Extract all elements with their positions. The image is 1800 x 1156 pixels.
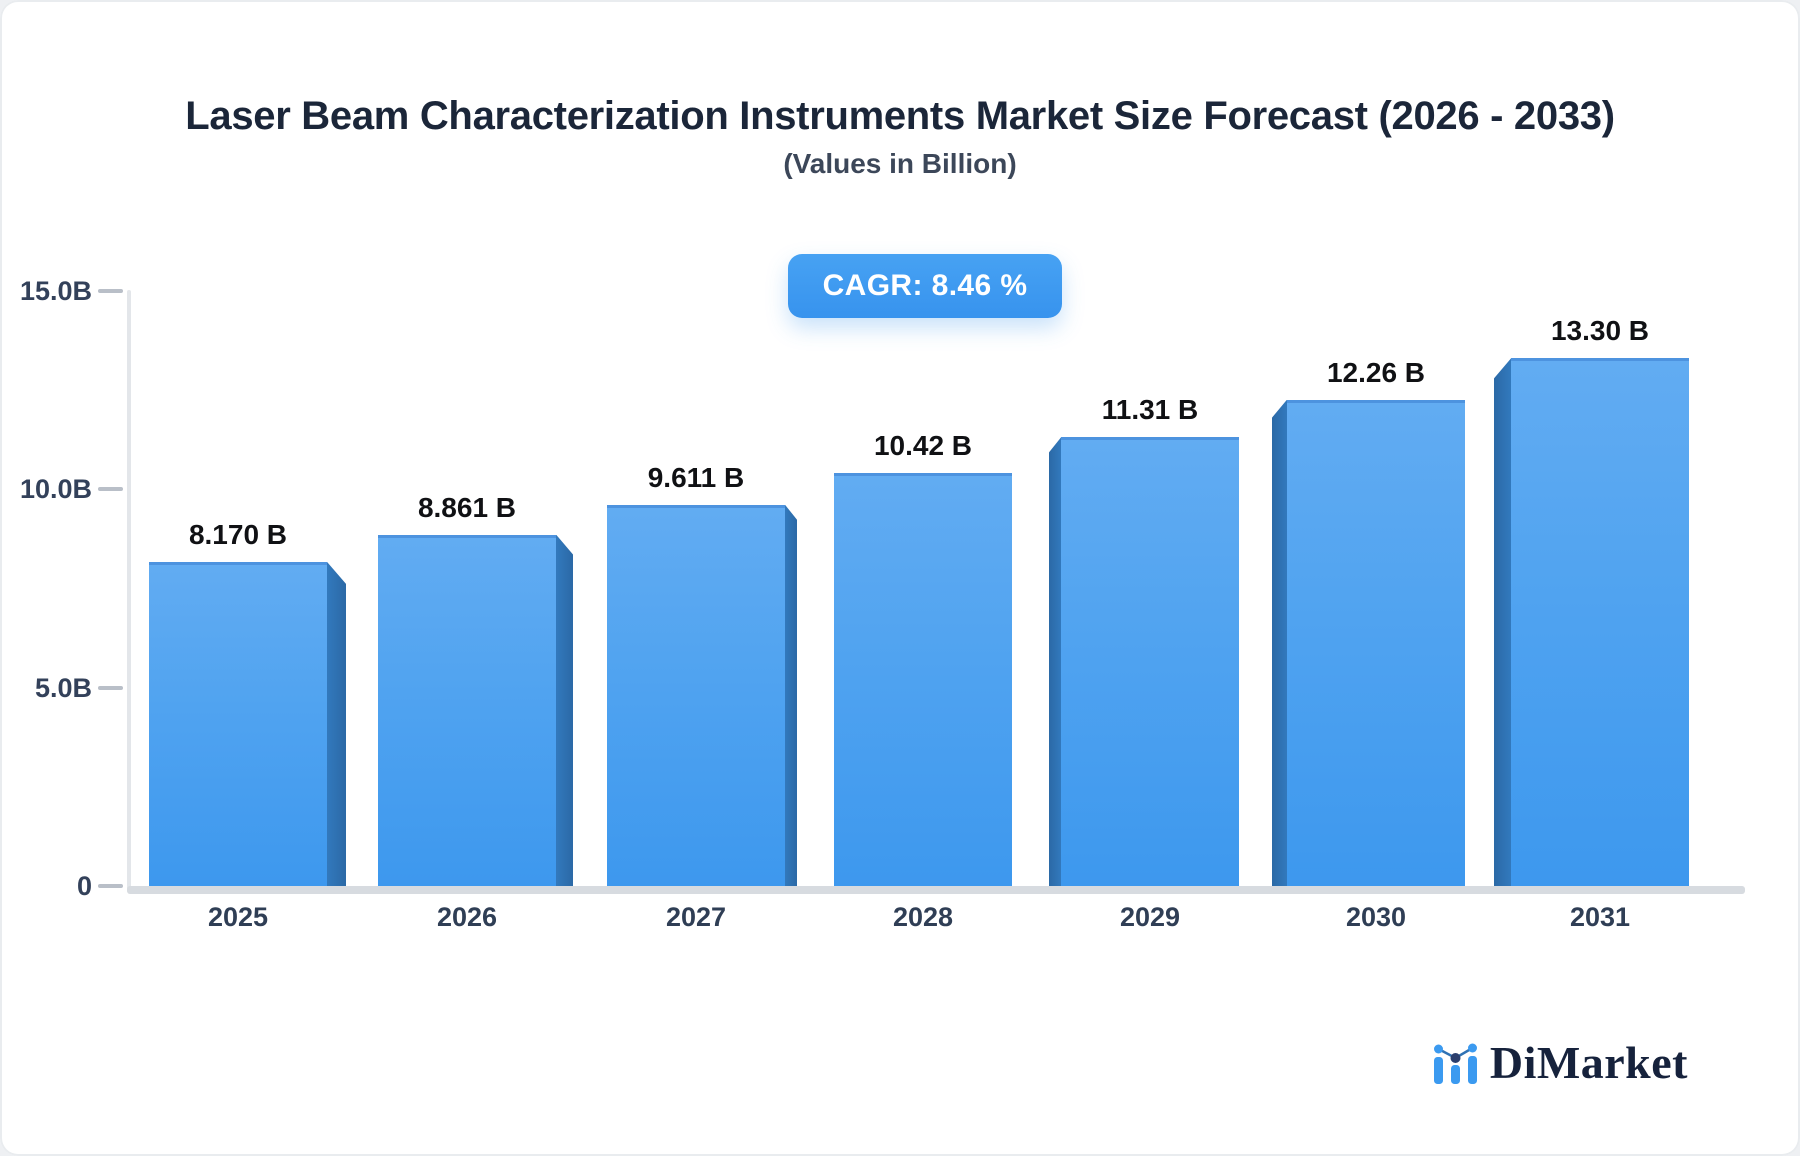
y-axis-tick <box>98 487 123 492</box>
bar-2030[interactable] <box>1287 399 1465 886</box>
bar-side-face-2030 <box>1272 399 1287 886</box>
y-axis-tick <box>98 685 123 690</box>
bar-2029[interactable] <box>1061 437 1239 886</box>
bar-2025[interactable] <box>149 561 327 886</box>
y-axis-tick-label: 15.0B <box>19 276 92 306</box>
bar-side-face-2031 <box>1494 358 1511 886</box>
y-axis-tick-label: 10.0B <box>19 474 92 505</box>
y-axis-tick-label: 5.0B <box>34 672 92 703</box>
bar-2026[interactable] <box>378 534 556 886</box>
cagr-badge: CAGR: 8.46 % <box>788 254 1062 318</box>
brand-logo: DiMarket <box>1432 1036 1688 1089</box>
bar-2028[interactable] <box>834 472 1012 886</box>
x-axis-label: 2026 <box>436 902 498 932</box>
bar-chart-logo-icon <box>1433 1043 1477 1084</box>
chart-title: Laser Beam Characterization Instruments … <box>185 94 1615 138</box>
bar-value-label: 11.31 B <box>1101 394 1199 426</box>
bar-value-label: 8.861 B <box>417 491 517 523</box>
bar-2031[interactable] <box>1511 358 1689 886</box>
bar-value-label: 9.611 B <box>647 461 745 493</box>
brand-name: DiMarket <box>1489 1037 1688 1088</box>
y-axis-tick <box>98 884 123 888</box>
x-axis-label: 2031 <box>1569 902 1631 932</box>
bar-value-label: 12.26 B <box>1326 356 1426 388</box>
chart-subtitle: (Values in Billion) <box>783 148 1017 179</box>
y-axis-line <box>127 290 131 892</box>
bar-side-face-2027 <box>785 504 797 886</box>
x-axis-label: 2028 <box>892 902 954 932</box>
x-axis-label: 2027 <box>665 902 727 932</box>
bar-2027[interactable] <box>607 504 785 886</box>
x-axis-label: 2030 <box>1345 902 1407 932</box>
bar-value-label: 8.170 B <box>188 518 288 550</box>
bar-value-label: 10.42 B <box>873 429 973 461</box>
x-axis-label: 2025 <box>207 902 269 932</box>
bar-side-face-2025 <box>327 561 346 886</box>
bar-side-face-2026 <box>556 534 573 886</box>
y-axis-tick-label: 0 <box>76 871 92 901</box>
bar-side-face-2029 <box>1049 437 1061 886</box>
y-axis-tick <box>98 289 123 293</box>
x-axis-label: 2029 <box>1119 902 1181 932</box>
bar-value-label: 13.30 B <box>1550 315 1650 347</box>
cagr-badge-label: CAGR: 8.46 % <box>822 269 1028 302</box>
x-axis-line <box>127 886 1745 894</box>
